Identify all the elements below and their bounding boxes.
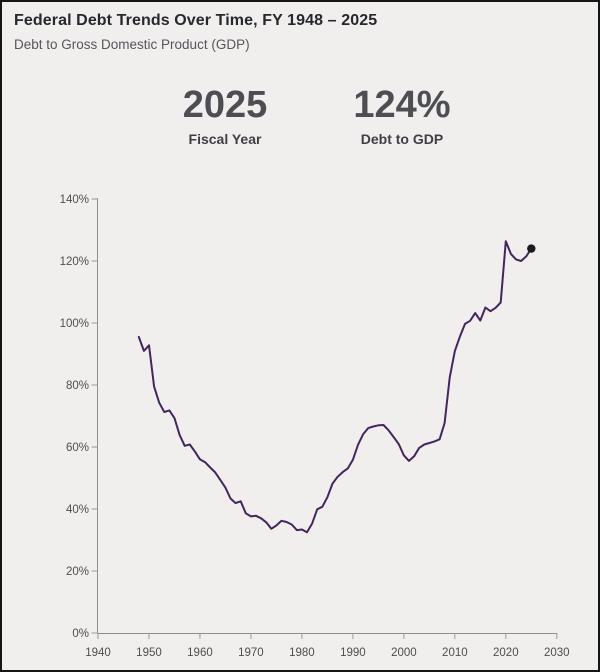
y-tick-label: 40% (66, 504, 89, 516)
x-tick-label: 1970 (238, 647, 264, 659)
stat-debt-to-gdp: 124% Debt to GDP (353, 86, 450, 147)
stat-fiscal-year: 2025 Fiscal Year (183, 86, 268, 147)
x-tick-label: 2030 (544, 647, 570, 659)
x-tick-label: 2000 (391, 647, 417, 659)
y-tick-label: 0% (72, 628, 89, 640)
y-tick-label: 80% (66, 380, 89, 392)
x-tick-label: 1990 (340, 647, 366, 659)
debt-to-gdp-line (137, 240, 533, 534)
x-tick-label: 1950 (136, 647, 162, 659)
stat-debt-to-gdp-label: Debt to GDP (360, 131, 444, 147)
stat-fiscal-year-label: Fiscal Year (188, 131, 262, 147)
x-tick-label: 1940 (85, 647, 111, 659)
x-tick-label: 2010 (442, 647, 468, 659)
stat-fiscal-year-value: 2025 (182, 84, 268, 126)
stat-debt-to-gdp-value: 124% (353, 84, 451, 126)
latest-point-marker (527, 244, 536, 253)
y-tick-label: 20% (66, 566, 89, 578)
chart-header: Federal Debt Trends Over Time, FY 1948 –… (14, 12, 377, 52)
y-tick-label: 120% (60, 256, 89, 268)
page-title: Federal Debt Trends Over Time, FY 1948 –… (14, 12, 378, 29)
page-subtitle: Debt to Gross Domestic Product (GDP) (14, 37, 250, 52)
y-tick-label: 60% (66, 442, 89, 454)
x-tick-label: 1960 (187, 647, 213, 659)
x-tick-label: 2020 (493, 647, 519, 659)
x-tick-label: 1980 (289, 647, 315, 659)
y-tick-label: 100% (60, 318, 89, 330)
y-tick-label: 140% (60, 194, 89, 206)
